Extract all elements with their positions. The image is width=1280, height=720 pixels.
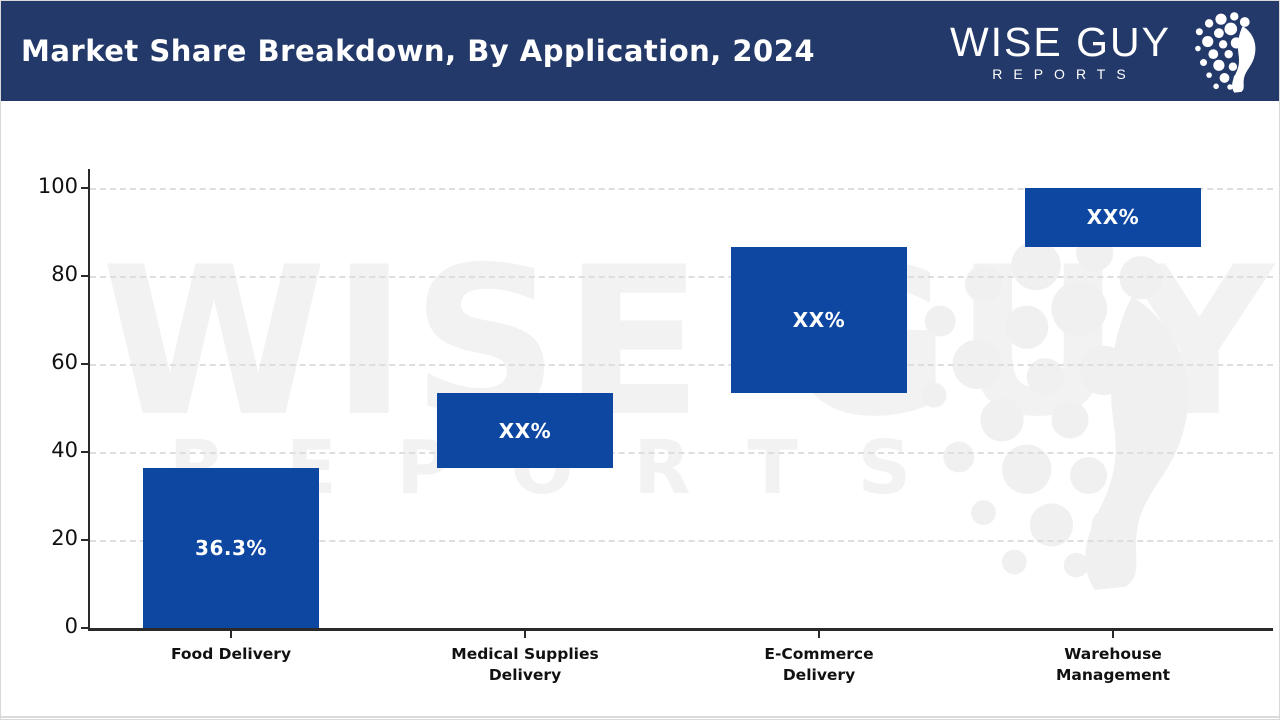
watermark-head-icon <box>921 234 1189 590</box>
x-tick-mark <box>230 631 232 638</box>
gridline <box>90 364 1273 366</box>
logo-subtext: REPORTS <box>992 65 1137 82</box>
y-tick-label: 100 <box>37 174 78 198</box>
x-axis-line <box>88 628 1273 631</box>
bar-2: XX% <box>437 393 613 469</box>
x-category-label: E-Commerce Delivery <box>764 645 874 684</box>
bottom-rule <box>1 716 1279 718</box>
bar-3: XX% <box>731 246 907 394</box>
logo-head-icon <box>1195 12 1256 93</box>
y-tick-label: 40 <box>51 438 78 462</box>
gridline <box>90 188 1273 190</box>
y-tick-label: 60 <box>51 350 78 374</box>
gridline <box>90 276 1273 278</box>
y-tick-mark <box>81 275 88 277</box>
gridline <box>90 540 1273 542</box>
x-tick-mark <box>818 631 820 638</box>
y-tick-label: 20 <box>51 526 78 550</box>
y-tick-mark <box>81 187 88 189</box>
logo-wordmark: WISE GUY <box>949 18 1171 65</box>
y-tick-mark <box>81 451 88 453</box>
x-category-label: Warehouse Management <box>1055 645 1171 684</box>
bar-value-label: XX% <box>1086 205 1140 230</box>
bar-4: XX% <box>1025 188 1201 247</box>
bar-value-label: XX% <box>792 307 846 332</box>
header: Market Share Breakdown, By Application, … <box>1 1 1279 101</box>
gridline <box>90 452 1273 454</box>
x-tick-mark <box>1112 631 1114 638</box>
logo-text: WISE GUY REPORTS <box>949 18 1171 82</box>
y-tick-label: 80 <box>51 262 78 286</box>
y-axis-line <box>88 169 90 630</box>
y-tick-label: 0 <box>64 614 78 638</box>
bar-1: 36.3% <box>143 468 319 628</box>
page-title: Market Share Breakdown, By Application, … <box>21 34 816 68</box>
x-category-label: Food Delivery <box>170 645 292 663</box>
wise-guy-logo: WISE GUY REPORTS <box>950 8 1267 94</box>
bar-value-label: XX% <box>498 418 552 443</box>
y-tick-mark <box>81 627 88 629</box>
y-tick-mark <box>81 539 88 541</box>
x-tick-mark <box>524 631 526 638</box>
bar-value-label: 36.3% <box>195 536 267 561</box>
y-tick-mark <box>81 363 88 365</box>
x-category-label: Medical Supplies Delivery <box>451 645 599 684</box>
